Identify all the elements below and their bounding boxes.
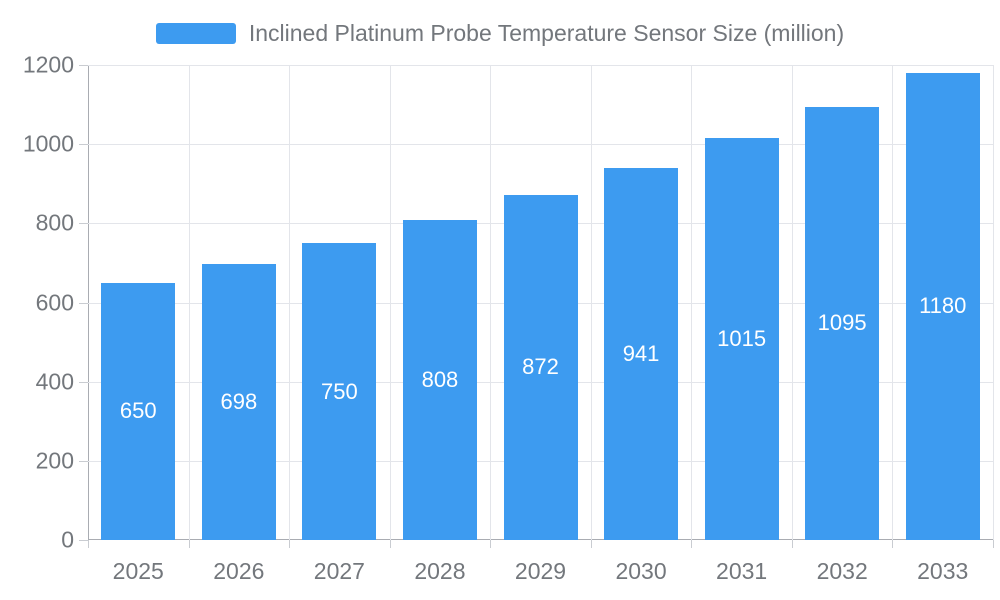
y-tick-800: [79, 223, 88, 225]
bar-2033[interactable]: 1180: [905, 72, 980, 540]
chart-legend[interactable]: Inclined Platinum Probe Temperature Sens…: [0, 18, 1000, 48]
gridline-x-9: [993, 65, 994, 540]
bar-value-label-2031: 1015: [717, 326, 767, 352]
bar-value-label-2026: 698: [220, 388, 258, 414]
y-tick-0: [79, 540, 88, 541]
gridline-x-2: [289, 65, 291, 540]
x-tick-9: [993, 540, 994, 548]
y-axis-label-0: 0: [61, 526, 74, 553]
x-axis-label-2030: 2030: [615, 558, 667, 584]
gridline-x-7: [791, 65, 793, 540]
bar-value-label-2033: 1180: [919, 293, 967, 319]
x-tick-2: [289, 540, 291, 548]
y-tick-600: [79, 302, 88, 304]
gridline-x-8: [892, 65, 894, 540]
bar-2032[interactable]: 1095: [805, 106, 880, 540]
y-axis-label-800: 800: [35, 209, 74, 236]
bar-value-label-2028: 808: [421, 367, 459, 393]
bar-2026[interactable]: 698: [201, 263, 276, 540]
x-axis-label-2031: 2031: [716, 558, 768, 584]
bar-2031[interactable]: 1015: [704, 138, 779, 540]
gridline-x-1: [188, 65, 190, 540]
bar-value-label-2029: 872: [522, 354, 559, 380]
bar-2027[interactable]: 750: [302, 243, 377, 540]
gridline-y-1200: [88, 65, 993, 66]
x-axis-label-2025: 2025: [112, 558, 164, 584]
bar-value-label-2032: 1095: [817, 310, 867, 336]
gridline-x-5: [590, 65, 592, 540]
x-tick-7: [791, 540, 793, 548]
bar-2029[interactable]: 872: [503, 194, 578, 540]
x-axis-label-2026: 2026: [213, 558, 265, 584]
bar-value-label-2030: 941: [622, 340, 660, 366]
y-axis-label-600: 600: [35, 289, 74, 315]
gridline-x-6: [691, 65, 693, 540]
gridline-y-1000: [88, 144, 993, 146]
y-axis-label-200: 200: [35, 447, 74, 474]
y-tick-200: [79, 460, 88, 462]
bar-2030[interactable]: 941: [604, 167, 679, 540]
x-tick-1: [188, 540, 190, 548]
y-tick-1000: [79, 144, 88, 146]
y-tick-400: [79, 381, 88, 383]
bar-2025[interactable]: 650: [101, 282, 176, 540]
y-axis-label-1000: 1000: [22, 130, 74, 157]
x-tick-3: [389, 540, 391, 548]
x-axis-label-2032: 2032: [816, 558, 868, 584]
bar-value-label-2025: 650: [119, 398, 157, 424]
x-tick-0: [88, 540, 89, 548]
x-tick-5: [590, 540, 592, 548]
plot-area: 650 698 750 808 872 941 1015 1095 1180: [88, 65, 994, 540]
y-tick-1200: [79, 65, 88, 66]
x-axis-label-2029: 2029: [514, 558, 567, 584]
legend-swatch[interactable]: [155, 22, 236, 44]
gridline-x-3: [389, 65, 391, 540]
bar-2028[interactable]: 808: [402, 220, 477, 540]
legend-label[interactable]: Inclined Platinum Probe Temperature Sens…: [248, 19, 845, 46]
x-axis-label-2027: 2027: [313, 558, 365, 584]
x-tick-4: [490, 540, 492, 548]
bar-value-label-2027: 750: [321, 378, 358, 404]
x-tick-8: [892, 540, 894, 548]
gridline-x-4: [490, 65, 492, 540]
x-tick-6: [691, 540, 693, 548]
y-axis-label-400: 400: [35, 368, 74, 395]
x-axis-label-2033: 2033: [917, 558, 969, 584]
x-axis-label-2028: 2028: [414, 558, 466, 584]
y-axis-label-1200: 1200: [22, 51, 74, 78]
